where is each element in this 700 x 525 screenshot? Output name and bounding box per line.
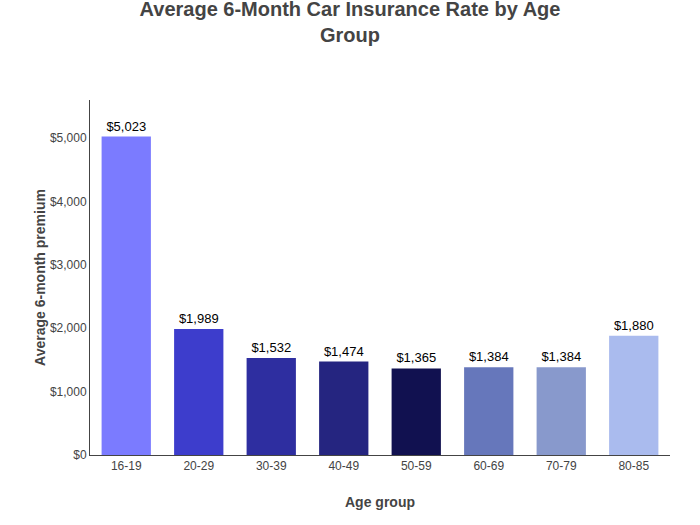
svg-text:20-29: 20-29 — [183, 459, 214, 473]
svg-text:$1,880: $1,880 — [614, 318, 654, 333]
svg-text:60-69: 60-69 — [473, 459, 504, 473]
svg-text:Average 6-month premium: Average 6-month premium — [32, 189, 48, 366]
svg-text:Average 6-Month Car Insurance: Average 6-Month Car Insurance Rate by Ag… — [140, 0, 561, 46]
svg-text:$1,474: $1,474 — [324, 344, 364, 359]
svg-text:$1,989: $1,989 — [179, 311, 219, 326]
svg-text:16-19: 16-19 — [111, 459, 142, 473]
svg-text:$1,384: $1,384 — [541, 349, 581, 364]
svg-text:Age group: Age group — [345, 494, 415, 510]
svg-text:50-59: 50-59 — [401, 459, 432, 473]
svg-text:30-39: 30-39 — [256, 459, 287, 473]
svg-text:$5,000: $5,000 — [50, 131, 87, 145]
svg-text:$1,000: $1,000 — [50, 385, 87, 399]
svg-text:$4,000: $4,000 — [50, 195, 87, 209]
svg-text:70-79: 70-79 — [546, 459, 577, 473]
svg-text:40-49: 40-49 — [328, 459, 359, 473]
svg-text:$1,384: $1,384 — [469, 349, 509, 364]
svg-text:$2,000: $2,000 — [50, 321, 87, 335]
svg-text:$3,000: $3,000 — [50, 258, 87, 272]
svg-text:$5,023: $5,023 — [106, 119, 146, 134]
svg-text:$0: $0 — [73, 448, 87, 462]
svg-text:80-85: 80-85 — [618, 459, 649, 473]
svg-text:$1,532: $1,532 — [251, 340, 291, 355]
svg-text:$1,365: $1,365 — [396, 350, 436, 365]
